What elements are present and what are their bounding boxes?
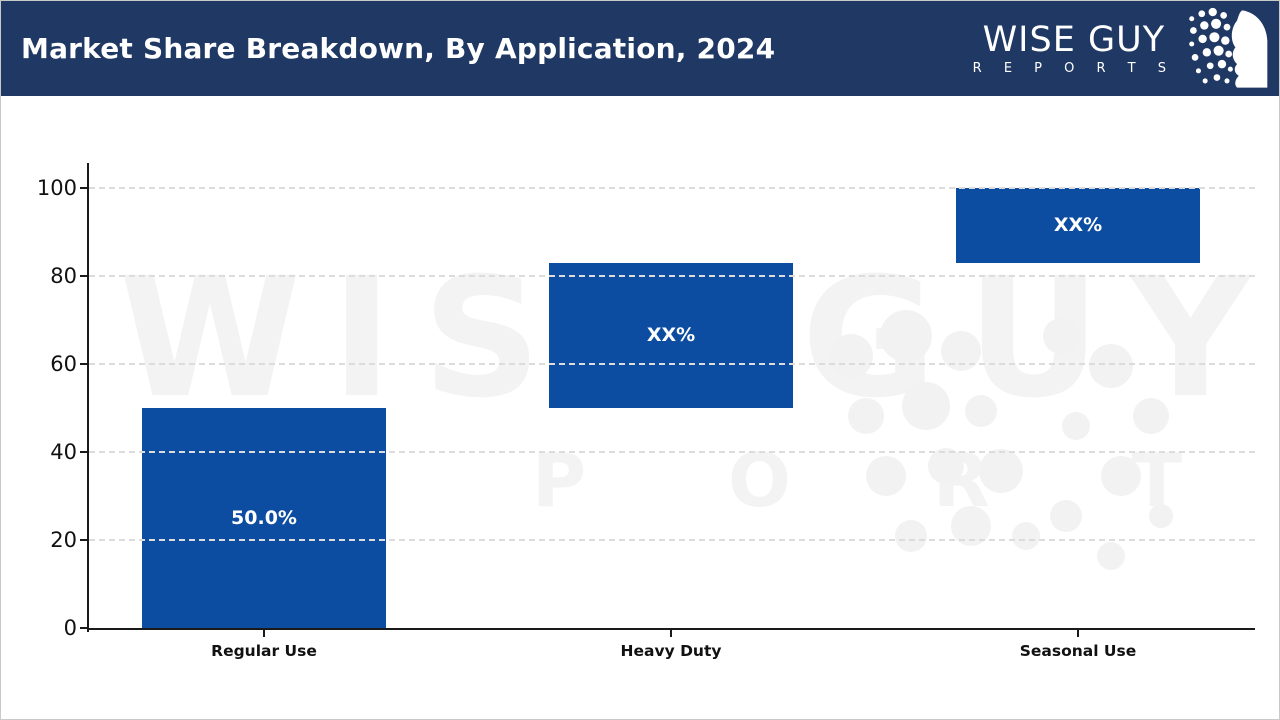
- gridline: [89, 451, 1255, 453]
- y-tick-label: 40: [50, 440, 77, 464]
- gridline: [89, 539, 1255, 541]
- y-tick-mark: [80, 187, 87, 189]
- x-axis-line: [87, 628, 1255, 630]
- y-tick-label: 0: [63, 616, 77, 640]
- y-tick-mark: [80, 451, 87, 453]
- bar-value-label: 50.0%: [231, 507, 297, 529]
- bar-value-label: XX%: [646, 324, 696, 347]
- page-title: Market Share Breakdown, By Application, …: [21, 32, 776, 65]
- logo-wordmark: WISE GUY R E P O R T S: [973, 22, 1175, 76]
- y-tick-label: 80: [50, 264, 77, 288]
- x-tick-mark: [1077, 630, 1079, 637]
- wiseguy-logo: WISE GUY R E P O R T S: [973, 4, 1269, 94]
- x-axis-label: Regular Use: [211, 642, 317, 660]
- y-tick-mark: [80, 627, 87, 629]
- y-tick-mark: [80, 539, 87, 541]
- y-tick-label: 60: [50, 352, 77, 376]
- y-axis-line: [87, 163, 89, 632]
- chart-area: WISE GUY R E P O R T S 02040608010050.0%…: [1, 96, 1279, 719]
- y-tick-mark: [80, 363, 87, 365]
- logo-face-icon: [1189, 7, 1268, 88]
- x-tick-mark: [263, 630, 265, 637]
- bar-heavy-duty: XX%: [549, 262, 793, 408]
- logo-wordmark-line1: WISE GUY: [982, 20, 1166, 61]
- logo-wordmark-line2: R E P O R T S: [972, 60, 1175, 76]
- x-tick-mark: [670, 630, 672, 637]
- x-axis-label: Heavy Duty: [620, 642, 722, 660]
- watermark-face-dots-icon: [829, 310, 1173, 570]
- bar-seasonal-use: XX%: [956, 188, 1200, 263]
- y-tick-label: 20: [50, 528, 77, 552]
- y-tick-label: 100: [36, 176, 77, 200]
- y-tick-mark: [80, 275, 87, 277]
- gridline: [89, 363, 1255, 365]
- bar-regular-use: 50.0%: [142, 408, 386, 628]
- header-bar: Market Share Breakdown, By Application, …: [1, 1, 1279, 96]
- gridline: [89, 187, 1255, 189]
- bar-value-label: XX%: [1053, 214, 1103, 237]
- gridline: [89, 275, 1255, 277]
- x-axis-label: Seasonal Use: [1019, 642, 1137, 660]
